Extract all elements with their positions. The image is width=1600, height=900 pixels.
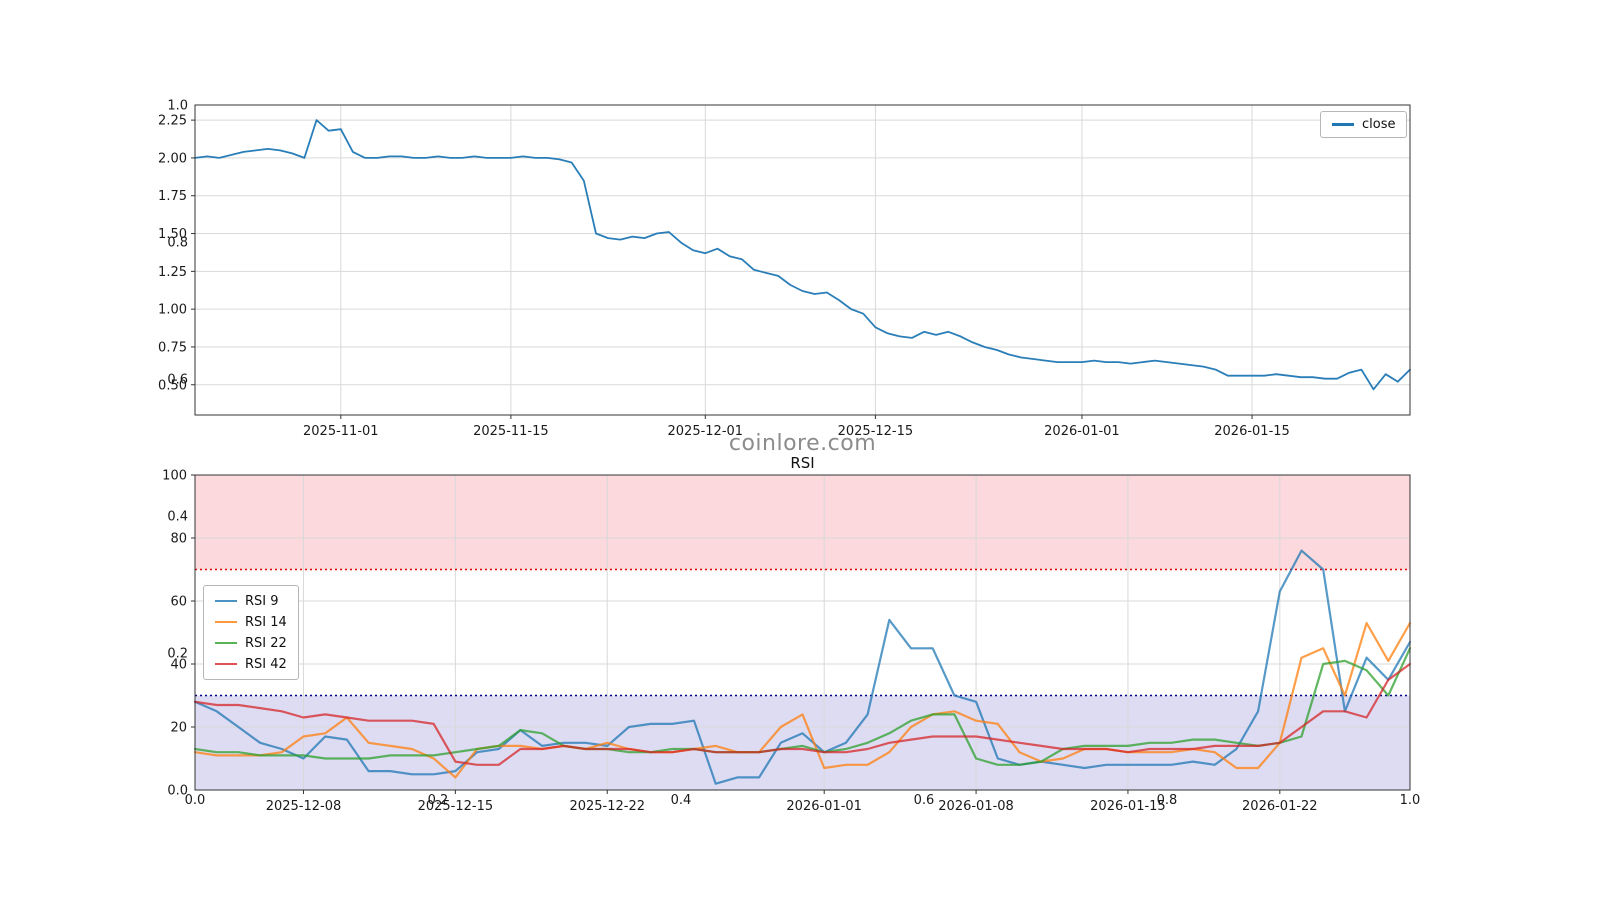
y-tick-label: 60 bbox=[170, 595, 187, 610]
plot-border bbox=[194, 104, 1411, 416]
ghost-x-tick-label: 0.0 bbox=[185, 793, 206, 808]
series-rsi-9 bbox=[193, 549, 1412, 785]
rsi14-line-swatch bbox=[215, 620, 237, 624]
y-tick-label: 1.75 bbox=[158, 189, 187, 204]
y-tick-label: 80 bbox=[170, 532, 187, 547]
ghost-y-tick-label: 1.0 bbox=[167, 99, 188, 114]
rsi42-line-swatch bbox=[215, 662, 237, 666]
x-tick-label: 2026-01-22 bbox=[1242, 799, 1318, 814]
ghost-y-tick-label: 0.8 bbox=[167, 236, 188, 251]
x-tick-label: 2025-11-15 bbox=[473, 424, 549, 439]
y-tick-label: 100 bbox=[162, 469, 187, 484]
ghost-x-tick-label: 0.8 bbox=[1157, 793, 1178, 808]
x-tick-label: 2025-12-15 bbox=[838, 424, 914, 439]
series-close bbox=[194, 119, 1411, 391]
x-tick-label: 2026-01-01 bbox=[786, 799, 862, 814]
y-tick-label: 1.50 bbox=[158, 227, 187, 242]
series-rsi-42 bbox=[193, 662, 1412, 766]
x-tick-label: 2025-12-08 bbox=[266, 799, 342, 814]
y-tick-label: 0.50 bbox=[158, 378, 187, 393]
y-tick-label: 1.25 bbox=[158, 265, 187, 280]
rsi-legend: RSI 9 RSI 14 RSI 22 RSI 42 bbox=[203, 585, 299, 680]
rsi-legend-item: RSI 9 bbox=[215, 593, 287, 609]
rsi-chart-title: RSI bbox=[790, 454, 815, 472]
rsi22-line-swatch bbox=[215, 641, 237, 645]
ghost-y-tick-label: 0.6 bbox=[167, 373, 188, 388]
y-tick-label: 2.00 bbox=[158, 151, 187, 166]
x-tick-label: 2025-12-01 bbox=[668, 424, 744, 439]
ghost-x-tick-label: 0.6 bbox=[914, 793, 935, 808]
ghost-y-tick-label: 0.0 bbox=[167, 784, 188, 799]
series-rsi-22 bbox=[193, 647, 1412, 766]
legend-label: RSI 14 bbox=[245, 614, 287, 630]
x-tick-label: 2026-01-15 bbox=[1090, 799, 1166, 814]
legend-label: RSI 42 bbox=[245, 656, 287, 672]
ghost-x-tick-label: 0.4 bbox=[671, 793, 692, 808]
series-rsi-14 bbox=[193, 621, 1412, 779]
ghost-y-tick-label: 0.2 bbox=[167, 647, 188, 662]
x-tick-label: 2025-12-15 bbox=[418, 799, 494, 814]
ghost-x-tick-label: 0.2 bbox=[428, 793, 449, 808]
rsi-legend-item: RSI 14 bbox=[215, 614, 287, 630]
band-oversold_band bbox=[195, 695, 1410, 790]
legend-label: RSI 22 bbox=[245, 635, 287, 651]
close-line-swatch bbox=[1332, 123, 1354, 126]
ghost-y-tick-label: 0.4 bbox=[167, 510, 188, 525]
ghost-x-tick-label: 1.0 bbox=[1400, 793, 1421, 808]
x-tick-label: 2026-01-15 bbox=[1214, 424, 1290, 439]
y-tick-label: 1.00 bbox=[158, 303, 187, 318]
plot-border bbox=[194, 474, 1411, 791]
band-overbought_band bbox=[195, 475, 1410, 570]
x-tick-label: 2026-01-01 bbox=[1044, 424, 1120, 439]
y-tick-label: 40 bbox=[170, 658, 187, 673]
y-tick-label: 2.25 bbox=[158, 114, 187, 129]
rsi-legend-item: RSI 22 bbox=[215, 635, 287, 651]
legend-label: RSI 9 bbox=[245, 593, 279, 609]
x-tick-label: 2025-12-22 bbox=[569, 799, 645, 814]
y-tick-label: 0.75 bbox=[158, 340, 187, 355]
y-tick-label: 20 bbox=[170, 721, 187, 736]
rsi-legend-item: RSI 42 bbox=[215, 656, 287, 672]
rsi9-line-swatch bbox=[215, 599, 237, 603]
x-tick-label: 2026-01-08 bbox=[938, 799, 1014, 814]
price-legend: close bbox=[1320, 111, 1408, 138]
x-tick-label: 2025-11-01 bbox=[303, 424, 379, 439]
close-legend-label: close bbox=[1362, 117, 1396, 132]
